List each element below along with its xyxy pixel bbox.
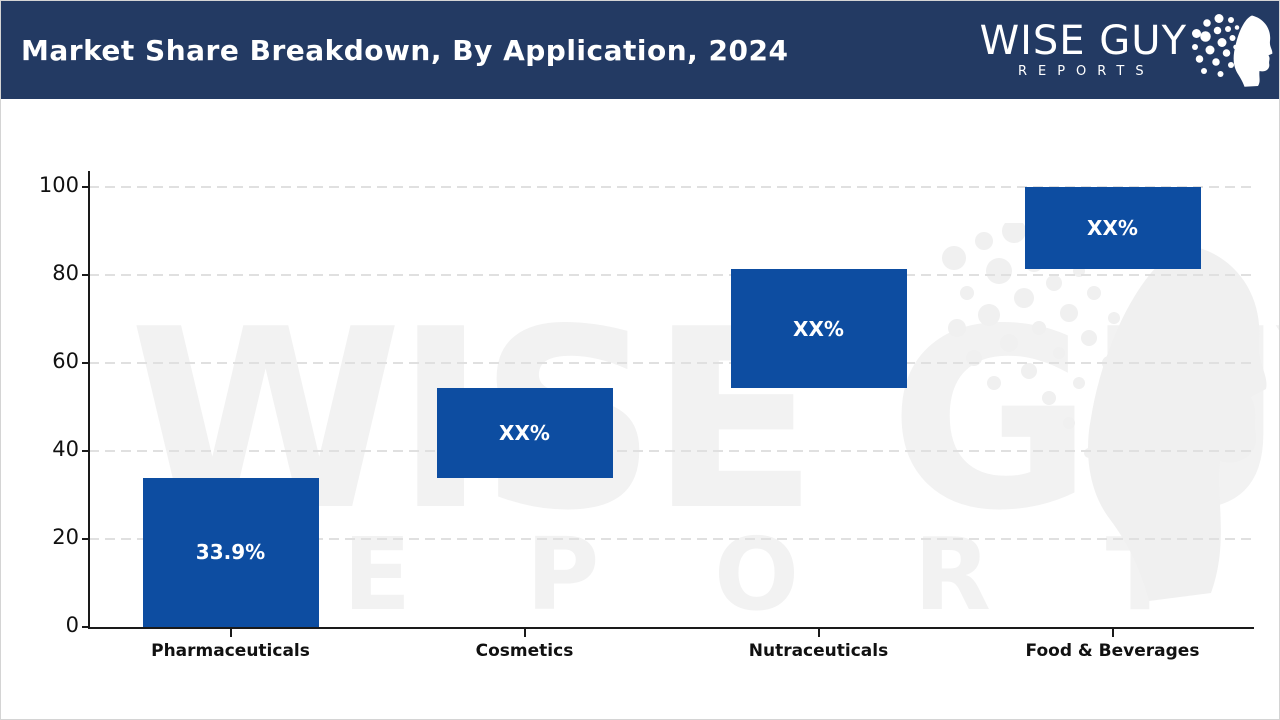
bar-nutraceuticals: XX% [730,269,907,389]
x-axis-tick [229,629,232,637]
logo-text: WISE GUY REPORTS [980,21,1187,79]
gridline-40 [89,450,1253,452]
y-axis-tick [82,450,89,452]
y-axis-line [88,171,90,629]
wise-guy-reports-logo: WISE GUY REPORTS [980,1,1273,99]
y-axis-tick [82,274,89,276]
bar-food-beverages: XX% [1024,187,1201,270]
logo-wordmark: WISE GUY [979,18,1187,64]
x-axis-tick [1111,629,1114,637]
x-axis-line [88,627,1254,629]
y-axis-tick [82,186,89,188]
watermark-reports-text: R E P O R T S [151,516,1280,633]
gridline-60 [89,362,1253,364]
x-axis-category-label-food-beverages: Food & Beverages [1025,641,1200,661]
bar-value-label: XX% [793,316,844,341]
x-axis-category-label-nutraceuticals: Nutraceuticals [748,641,889,661]
bar-pharmaceuticals: 33.9% [142,477,319,627]
y-axis-tick-label: 0 [65,613,79,637]
bar-value-label: 33.9% [195,540,266,565]
gridline-100 [89,186,1253,188]
watermark-face-icon [942,223,1267,601]
header-bar: Market Share Breakdown, By Application, … [1,1,1279,99]
y-axis-tick-label: 80 [52,261,79,285]
y-axis-tick-label: 60 [52,349,79,373]
x-axis-tick [523,629,526,637]
chart-plot-area: 0 20 40 60 80 100 33.9% Pharmaceuticals XX% Cosme… [1,99,1279,719]
y-axis-tick-label: 40 [52,437,79,461]
bar-value-label: XX% [1087,216,1138,241]
x-axis-category-label-pharmaceuticals: Pharmaceuticals [151,641,310,661]
y-axis-tick [82,626,89,628]
bar-value-label: XX% [499,420,550,445]
y-axis-tick [82,362,89,364]
logo-reports-text: REPORTS [1017,64,1155,79]
y-axis-tick-label: 20 [52,525,79,549]
y-axis-tick-label: 100 [38,173,79,197]
gridline-20 [89,538,1253,540]
x-axis-tick [817,629,820,637]
logo-face-icon [1192,14,1273,87]
x-axis-category-label-cosmetics: Cosmetics [475,641,574,661]
page-title: Market Share Breakdown, By Application, … [21,33,789,67]
y-axis-tick [82,538,89,540]
bar-cosmetics: XX% [436,388,613,478]
gridline-80 [89,274,1253,276]
